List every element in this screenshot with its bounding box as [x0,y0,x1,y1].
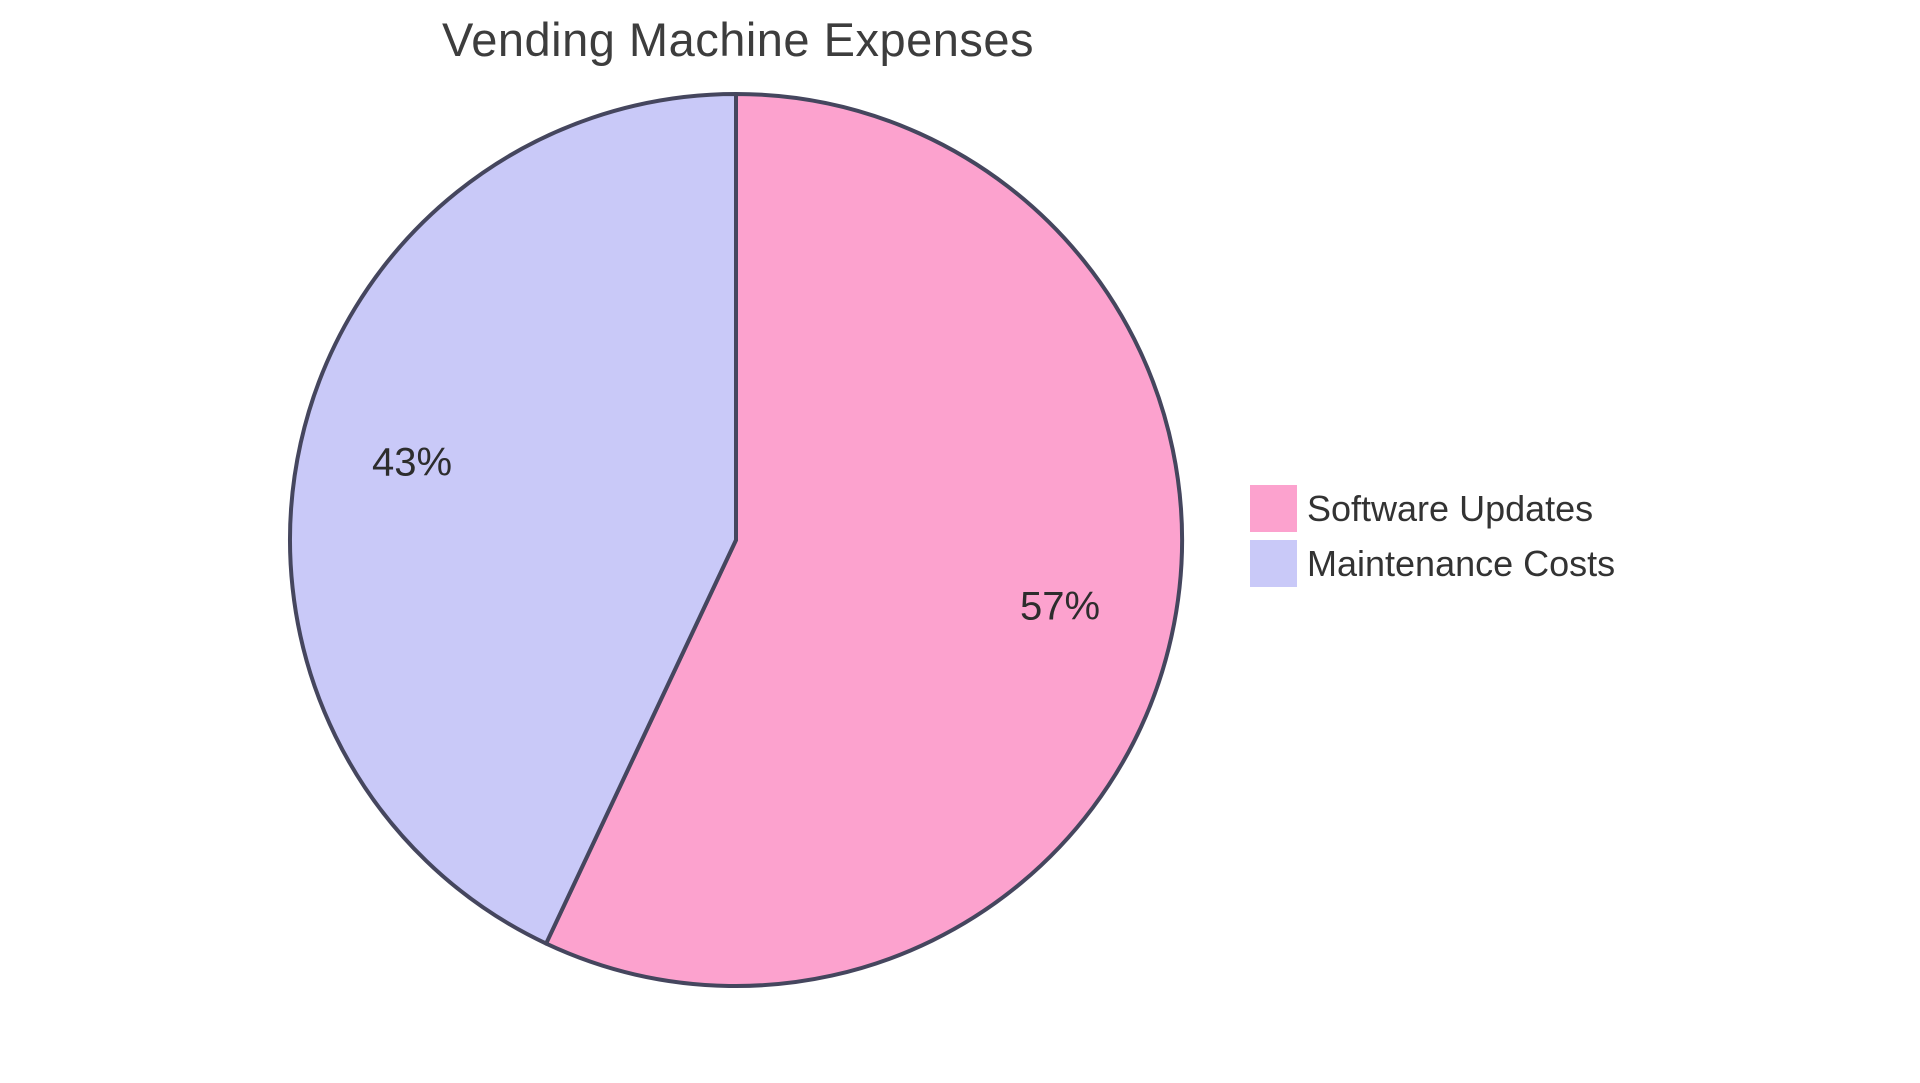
legend-swatch [1250,485,1297,532]
pie-svg [288,92,1185,988]
legend-item: Software Updates [1250,485,1615,532]
legend: Software Updates Maintenance Costs [1250,485,1615,587]
pie-slice-software-updates [544,92,1185,988]
legend-item: Maintenance Costs [1250,540,1615,587]
legend-swatch [1250,540,1297,587]
chart-title: Vending Machine Expenses [441,13,1035,66]
pie-slice-maintenance-costs [288,92,738,946]
legend-label: Maintenance Costs [1307,542,1616,584]
legend-label: Software Updates [1307,487,1594,529]
slice-label: 43% [371,440,453,485]
slice-label: 57% [1019,584,1101,629]
